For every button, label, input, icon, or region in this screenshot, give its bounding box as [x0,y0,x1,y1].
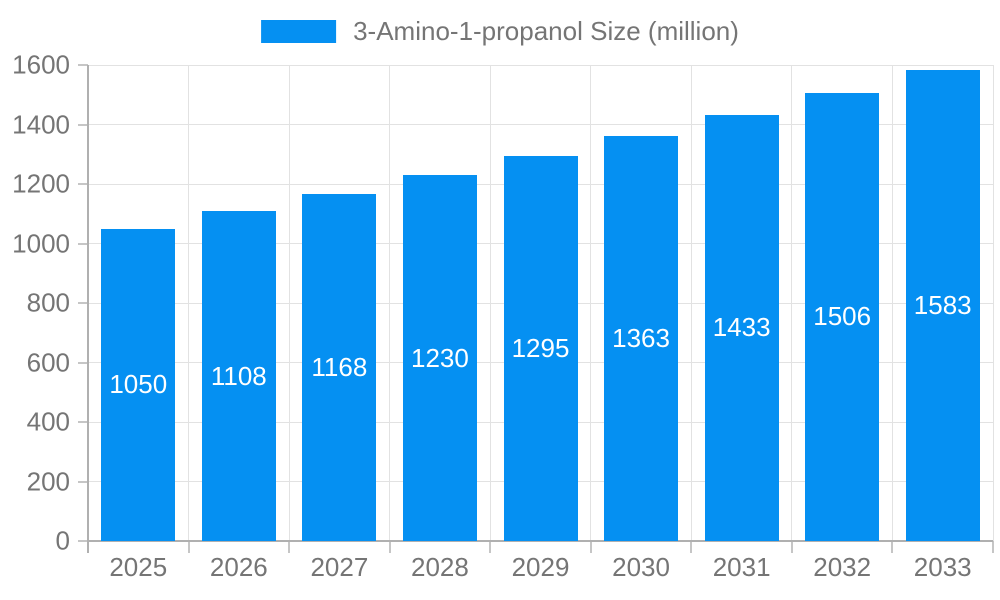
bar-value-label: 1230 [411,342,469,373]
horizontal-gridline [88,124,993,125]
y-tick-label: 1600 [12,49,70,80]
x-axis-tick [790,541,793,553]
bar[interactable]: 1168 [302,193,377,541]
vertical-gridline [791,65,793,541]
y-tick-label: 600 [26,347,70,377]
vertical-gridline [992,65,994,541]
vertical-gridline [288,65,290,541]
x-axis-tick [388,541,391,553]
y-tick-label: 1200 [12,168,70,199]
y-axis-tick [78,480,88,483]
bar-value-label: 1583 [913,290,972,321]
plot-area: 0 200 400 600 800 1000 1200 1400 1600 1050 1108 116… [12,50,994,582]
vertical-gridline [188,65,190,541]
bar-value-label: 1363 [612,322,670,353]
y-axis-line [87,65,89,553]
bar-value-label: 1108 [210,360,267,391]
y-axis-tick [78,123,88,126]
x-axis-tick [288,541,291,553]
x-tick-label: 2032 [813,552,872,582]
y-tick-label: 400 [26,406,70,437]
legend-swatch [261,19,337,43]
x-tick-label: 2033 [913,552,972,582]
vertical-gridline [389,65,391,541]
y-axis-tick [78,421,88,423]
x-axis-tick [187,541,190,553]
bar-value-label: 1433 [712,312,771,343]
y-tick-label: 1000 [12,228,70,258]
vertical-gridline [891,65,893,541]
y-axis-tick [78,302,88,304]
x-axis-tick [891,541,894,553]
x-axis-line [88,540,993,542]
horizontal-gridline [88,64,993,66]
x-tick-label: 2031 [712,552,771,582]
legend-item[interactable]: 3-Amino-1-propanol Size (million) [261,15,739,47]
vertical-gridline [489,65,491,541]
bar[interactable]: 1230 [402,175,477,541]
x-tick-label: 2028 [411,552,469,582]
x-axis-tick [992,541,994,553]
bar[interactable]: 1583 [905,70,980,541]
y-tick-label: 1400 [12,109,70,139]
legend-label: 3-Amino-1-propanol Size (million) [353,15,739,46]
x-tick-label: 2029 [511,552,570,582]
vertical-gridline [590,65,592,541]
bar[interactable]: 1295 [503,155,578,541]
y-tick-label: 0 [55,525,70,556]
y-axis-tick [78,540,88,542]
bar[interactable]: 1050 [101,228,176,541]
x-tick-label: 2030 [612,552,670,582]
bar[interactable]: 1433 [704,114,779,541]
bar-value-label: 1050 [109,369,168,400]
bar-value-label: 1168 [311,351,368,382]
y-axis-tick [78,242,88,245]
x-tick-label: 2025 [109,552,168,582]
y-axis-tick [78,361,88,364]
y-axis-tick [78,183,88,185]
bar[interactable]: 1108 [201,211,276,541]
bar[interactable]: 1506 [805,92,880,541]
x-tick-label: 2026 [209,552,268,582]
bar[interactable]: 1363 [604,135,679,541]
x-axis-tick [589,541,592,553]
y-axis-tick [78,64,88,66]
bar-value-label: 1506 [813,301,872,332]
x-tick-label: 2027 [310,552,369,582]
y-tick-label: 800 [26,287,70,318]
bar-value-label: 1295 [511,332,570,363]
x-axis-tick [489,541,492,553]
y-tick-label: 200 [26,466,70,496]
vertical-gridline [690,65,692,541]
x-axis-tick [690,541,693,553]
